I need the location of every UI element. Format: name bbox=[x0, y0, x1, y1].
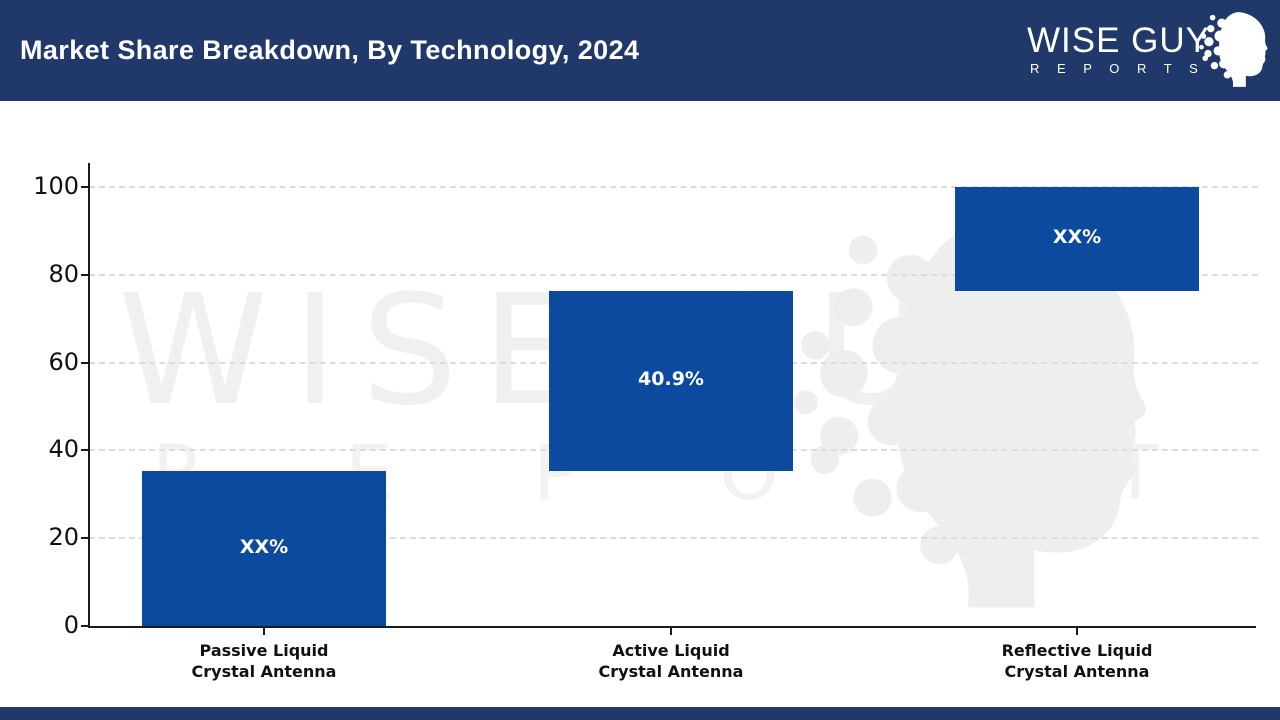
bar-passive-liquid bbox=[142, 471, 386, 626]
bar-active-liquid bbox=[549, 291, 793, 472]
x-axis-category-line: Crystal Antenna bbox=[598, 662, 744, 681]
header-bar: Market Share Breakdown, By Technology, 2… bbox=[0, 0, 1280, 101]
bar-value-label: 40.9% bbox=[638, 368, 704, 391]
x-axis-category-line: Crystal Antenna bbox=[1004, 662, 1150, 681]
y-axis-tick-label: 40 bbox=[48, 435, 79, 464]
y-axis-tick-mark bbox=[81, 186, 89, 188]
brand-subtitle: R E P O R T S bbox=[1029, 61, 1205, 76]
x-axis-category-label: Reflective Liquid Crystal Antenna bbox=[907, 640, 1247, 682]
y-axis-tick-mark bbox=[81, 625, 89, 627]
brand-face-icon bbox=[1199, 12, 1268, 87]
y-axis-tick-label: 100 bbox=[33, 172, 79, 200]
x-axis-tick-mark bbox=[263, 628, 265, 635]
y-axis-tick-mark bbox=[81, 273, 89, 276]
y-axis-tick-mark bbox=[81, 449, 89, 452]
x-axis-category-line: Crystal Antenna bbox=[191, 662, 337, 681]
y-axis-tick-label: 20 bbox=[48, 523, 79, 552]
gridline bbox=[89, 273, 1258, 276]
bar-value-label: XX% bbox=[239, 535, 289, 558]
y-axis-tick-mark bbox=[81, 361, 89, 364]
y-axis-tick-label: 0 bbox=[63, 611, 79, 639]
x-axis-line bbox=[88, 626, 1256, 628]
brand-logo: WISE GUY R E P O R T S bbox=[1027, 6, 1268, 92]
gridline bbox=[89, 537, 1258, 540]
bar-reflective-liquid bbox=[955, 187, 1199, 292]
watermark-face-icon bbox=[793, 221, 1146, 608]
x-axis-tick-mark bbox=[670, 628, 672, 635]
y-axis-tick-mark bbox=[81, 537, 89, 540]
y-axis-tick-label: 60 bbox=[48, 347, 79, 376]
gridline bbox=[89, 186, 1258, 188]
x-axis-category-label: Active Liquid Crystal Antenna bbox=[501, 640, 841, 682]
brand-name: WISE GUY bbox=[1026, 21, 1210, 60]
x-axis-tick-mark bbox=[1076, 628, 1078, 635]
brand-logo-text: WISE GUY R E P O R T S bbox=[1026, 21, 1210, 77]
y-axis-line bbox=[88, 163, 90, 628]
x-axis-category-line: Active Liquid bbox=[612, 641, 730, 660]
x-axis-category-label: Passive Liquid Crystal Antenna bbox=[94, 640, 434, 682]
bar-value-label: XX% bbox=[1052, 226, 1102, 249]
x-axis-category-line: Passive Liquid bbox=[199, 641, 329, 660]
y-axis-tick-label: 80 bbox=[48, 259, 79, 288]
footer-bar bbox=[0, 707, 1280, 720]
x-axis-category-line: Reflective Liquid bbox=[1001, 641, 1153, 660]
chart-title: Market Share Breakdown, By Technology, 2… bbox=[20, 35, 640, 65]
